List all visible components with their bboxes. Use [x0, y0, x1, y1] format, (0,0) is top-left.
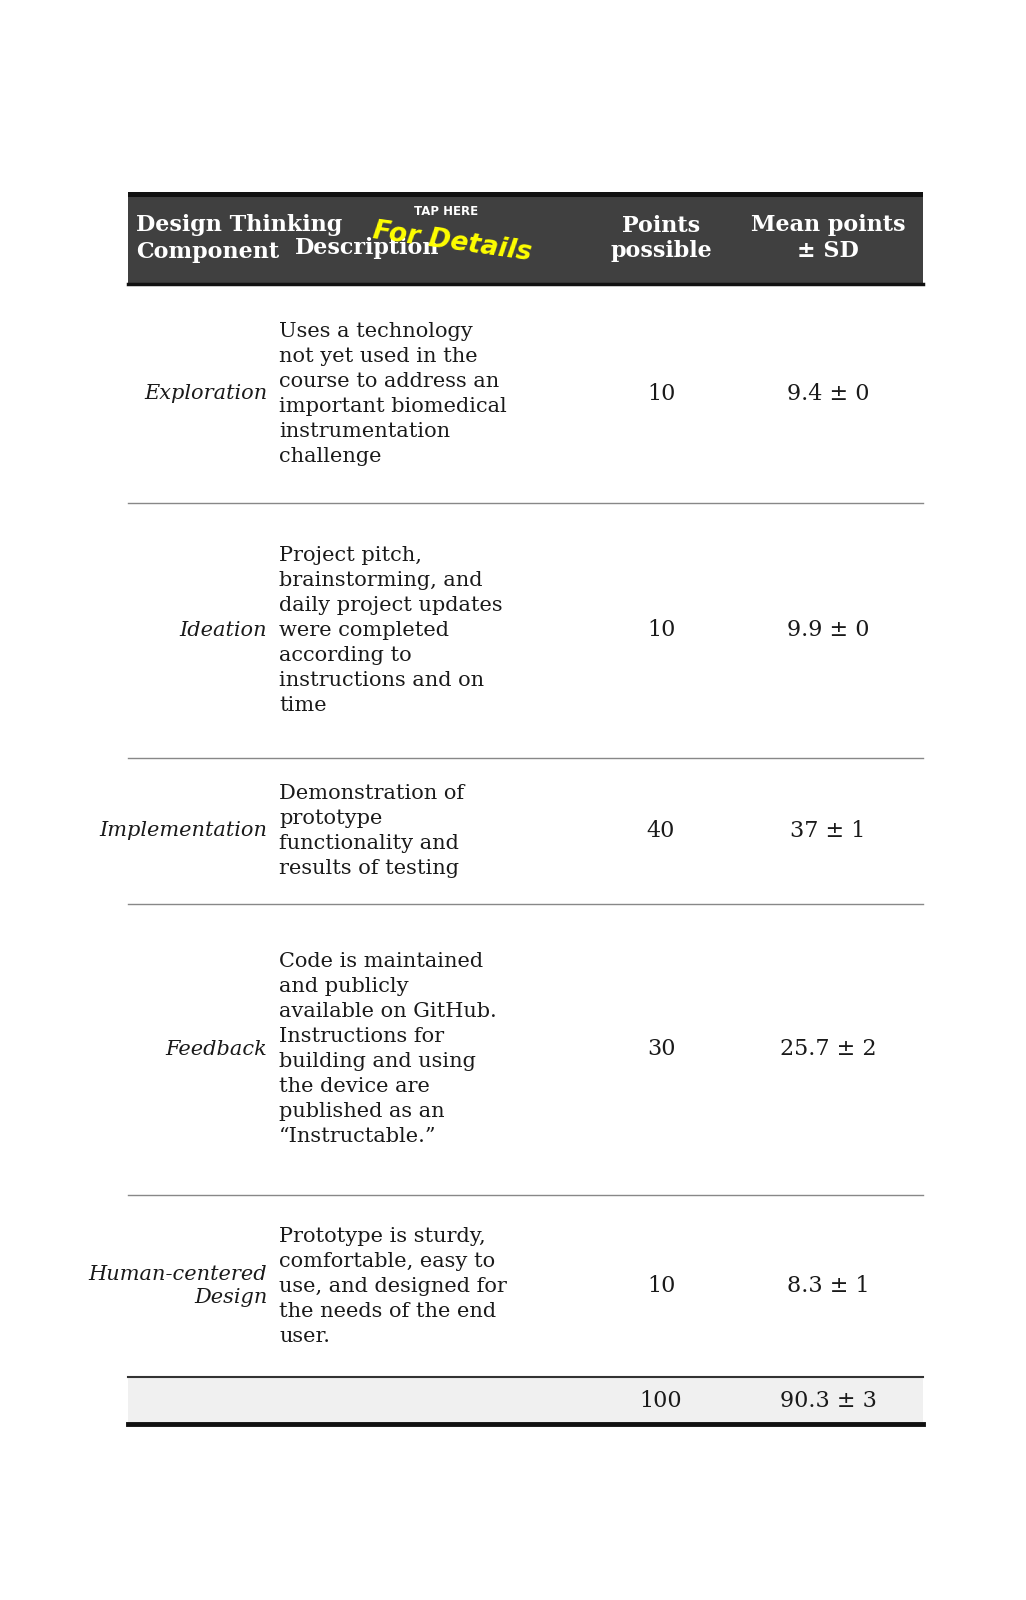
Text: Design Thinking
Component: Design Thinking Component [136, 214, 343, 262]
Text: Exploration: Exploration [144, 384, 268, 403]
Text: 37 ± 1: 37 ± 1 [790, 819, 866, 842]
Text: 10: 10 [646, 382, 675, 405]
Text: Mean points
± SD: Mean points ± SD [751, 214, 905, 262]
Bar [128, 1195, 923, 1378]
Text: 9.4 ± 0: 9.4 ± 0 [787, 382, 869, 405]
Bar [128, 904, 923, 1195]
Text: For Details: For Details [371, 218, 534, 266]
Text: 30: 30 [646, 1038, 675, 1061]
Text: 25.7 ± 2: 25.7 ± 2 [780, 1038, 876, 1061]
Text: 8.3 ± 1: 8.3 ± 1 [787, 1275, 869, 1298]
Text: Code is maintained
and publicly
available on GitHub.
Instructions for
building a: Code is maintained and publicly availabl… [279, 952, 497, 1146]
Text: 10: 10 [646, 619, 675, 642]
Bar [128, 192, 923, 197]
Bar [128, 1378, 923, 1424]
Text: 10: 10 [646, 1275, 675, 1298]
Text: Ideation: Ideation [180, 621, 268, 640]
Text: 100: 100 [639, 1389, 682, 1411]
Text: Points
possible: Points possible [610, 214, 712, 262]
Text: Description: Description [294, 237, 439, 259]
Text: Demonstration of
prototype
functionality and
results of testing: Demonstration of prototype functionality… [279, 784, 465, 878]
Text: 90.3 ± 3: 90.3 ± 3 [780, 1389, 876, 1411]
Text: Human-centered
Design: Human-centered Design [89, 1266, 268, 1307]
Text: Implementation: Implementation [100, 821, 268, 840]
Text: Project pitch,
brainstorming, and
daily project updates
were completed
according: Project pitch, brainstorming, and daily … [279, 546, 503, 715]
Text: Prototype is sturdy,
comfortable, easy to
use, and designed for
the needs of the: Prototype is sturdy, comfortable, easy t… [279, 1227, 507, 1346]
Text: Uses a technology
not yet used in the
course to address an
important biomedical
: Uses a technology not yet used in the co… [279, 322, 507, 466]
Bar [128, 192, 923, 285]
Bar [128, 502, 923, 758]
Bar [128, 758, 923, 904]
Text: Feedback: Feedback [165, 1040, 268, 1059]
Text: 40: 40 [646, 819, 675, 842]
Text: TAP HERE: TAP HERE [415, 205, 478, 218]
Bar [128, 285, 923, 502]
Text: 9.9 ± 0: 9.9 ± 0 [787, 619, 869, 642]
